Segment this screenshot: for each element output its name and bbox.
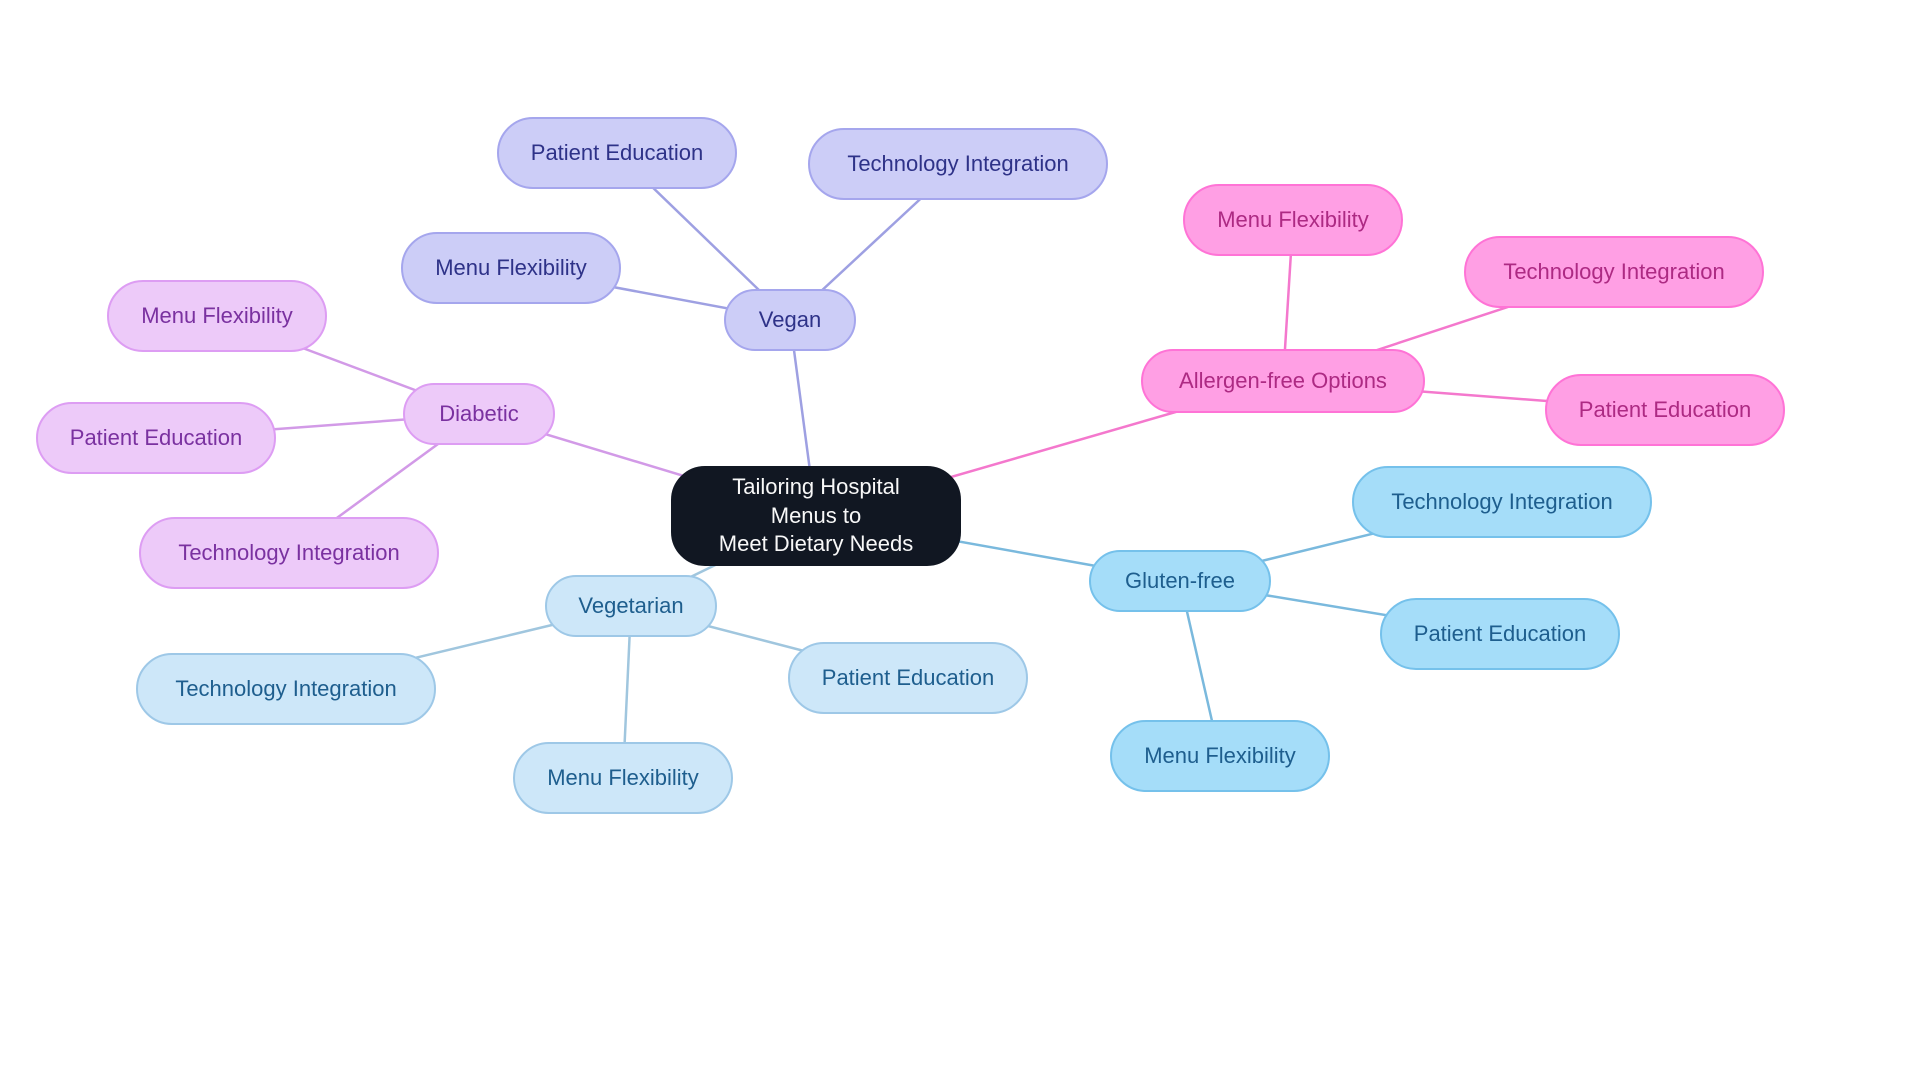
leaf-node-vegan-1: Technology Integration: [808, 128, 1108, 200]
leaf-node-allergen-2: Patient Education: [1545, 374, 1785, 446]
branch-node-allergen: Allergen-free Options: [1141, 349, 1425, 413]
leaf-node-glutenfree-0: Technology Integration: [1352, 466, 1652, 538]
leaf-node-diabetic-2: Technology Integration: [139, 517, 439, 589]
leaf-node-glutenfree-2: Menu Flexibility: [1110, 720, 1330, 792]
leaf-node-vegan-0: Patient Education: [497, 117, 737, 189]
leaf-node-vegetarian-0: Patient Education: [788, 642, 1028, 714]
leaf-node-allergen-1: Technology Integration: [1464, 236, 1764, 308]
leaf-node-glutenfree-1: Patient Education: [1380, 598, 1620, 670]
leaf-node-vegetarian-2: Menu Flexibility: [513, 742, 733, 814]
branch-node-glutenfree: Gluten-free: [1089, 550, 1271, 612]
branch-node-vegetarian: Vegetarian: [545, 575, 717, 637]
leaf-node-vegetarian-1: Technology Integration: [136, 653, 436, 725]
leaf-node-allergen-0: Menu Flexibility: [1183, 184, 1403, 256]
branch-node-diabetic: Diabetic: [403, 383, 555, 445]
center-node: Tailoring Hospital Menus to Meet Dietary…: [671, 466, 961, 566]
leaf-node-diabetic-0: Menu Flexibility: [107, 280, 327, 352]
leaf-node-diabetic-1: Patient Education: [36, 402, 276, 474]
leaf-node-vegan-2: Menu Flexibility: [401, 232, 621, 304]
branch-node-vegan: Vegan: [724, 289, 856, 351]
